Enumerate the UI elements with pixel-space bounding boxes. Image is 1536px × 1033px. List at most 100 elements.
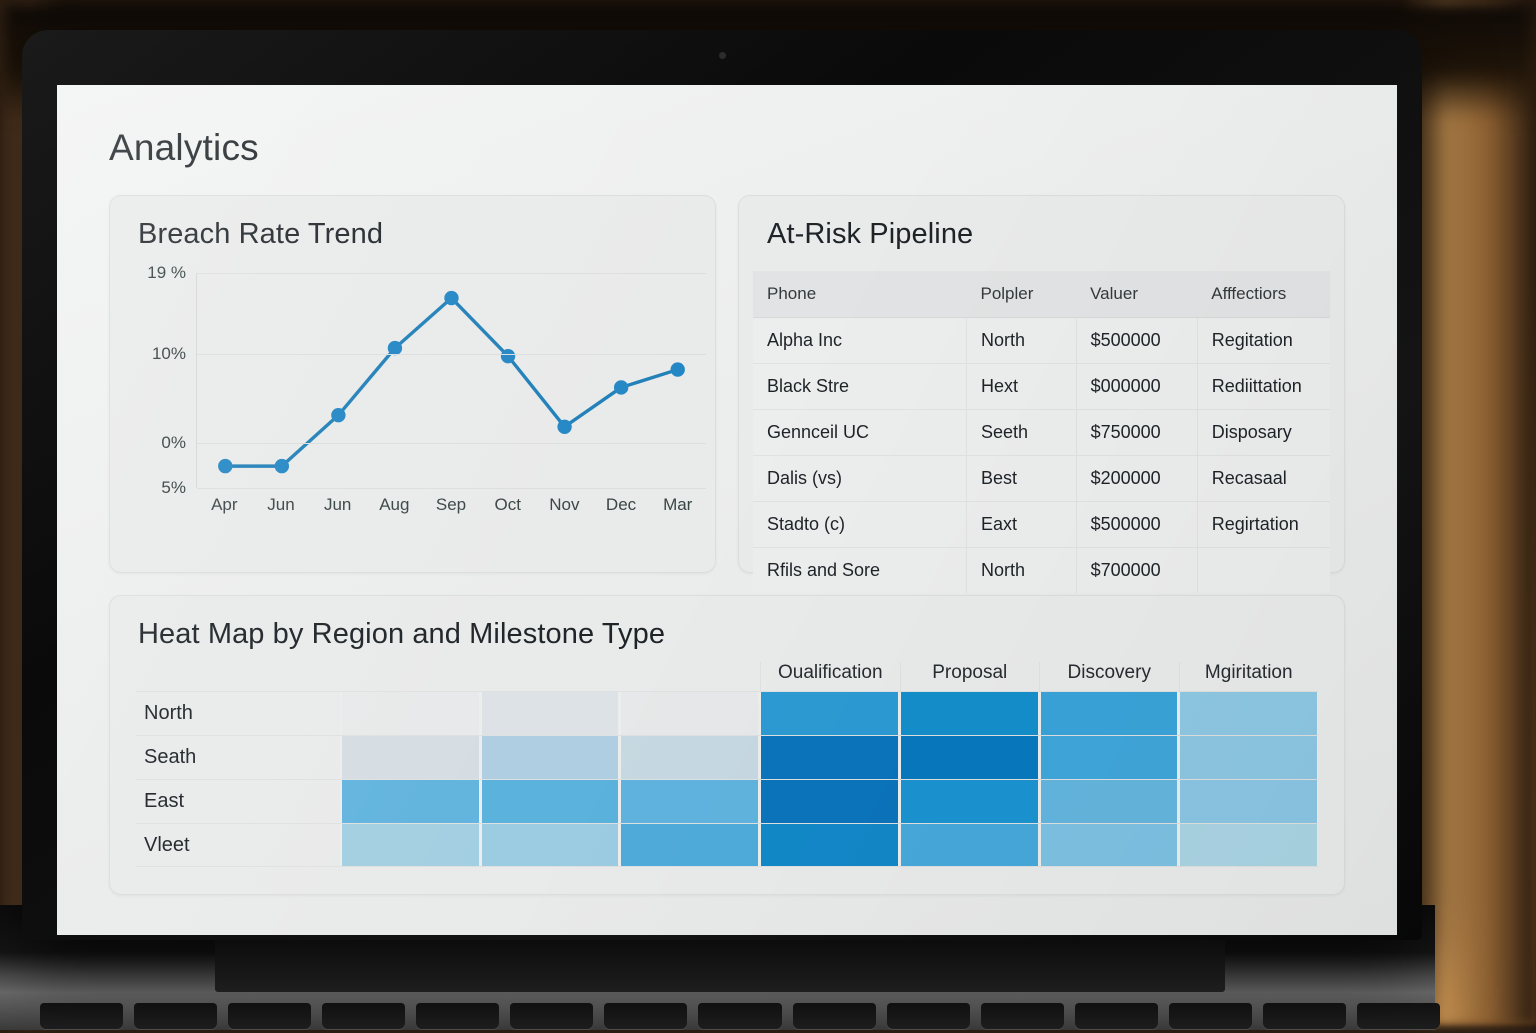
pipeline-cell-value: $750000 xyxy=(1075,409,1198,456)
heat-map-cell[interactable] xyxy=(619,780,760,823)
heat-map-row: Seath xyxy=(136,735,1319,779)
y-axis-tick-label: 0% xyxy=(161,433,186,453)
pipeline-cell-name: Stadto (c) xyxy=(753,501,967,548)
chart-plot-area xyxy=(196,273,706,489)
table-row[interactable]: Alpha Inc North $500000 Regitation xyxy=(753,317,1330,364)
heat-map-row: East xyxy=(136,779,1319,823)
chart-gridline xyxy=(197,488,706,489)
heat-map-cell[interactable] xyxy=(1178,824,1319,866)
heat-map-cell[interactable] xyxy=(619,736,760,779)
heat-map-cell[interactable] xyxy=(759,692,899,735)
x-axis-tick-label: Jun xyxy=(267,495,295,514)
heat-map-cell[interactable] xyxy=(340,824,480,866)
heat-map-cell[interactable] xyxy=(340,780,480,823)
pipeline-column-header[interactable]: Afffectiors xyxy=(1197,271,1330,318)
keyboard-key xyxy=(510,1003,594,1029)
heat-map-row: Vleet xyxy=(136,823,1319,867)
heat-map-cell[interactable] xyxy=(479,736,620,779)
at-risk-pipeline-title: At-Risk Pipeline xyxy=(767,218,974,250)
keyboard-key xyxy=(980,1003,1064,1029)
pipeline-column-header[interactable]: Polpler xyxy=(966,271,1077,318)
keyboard-key xyxy=(134,1003,218,1029)
pipeline-cell-name: Rfils and Sore xyxy=(753,547,967,593)
pipeline-cell-name: Alpha Inc xyxy=(753,317,967,364)
heat-map-cell[interactable] xyxy=(898,692,1039,735)
heat-map-card: Heat Map by Region and Milestone Type Ou… xyxy=(109,595,1345,895)
pipeline-cell-affection: Regitation xyxy=(1196,317,1330,364)
chart-data-point[interactable] xyxy=(387,340,403,356)
heat-map-cell[interactable] xyxy=(898,736,1039,779)
pipeline-column-header[interactable]: Phone xyxy=(753,271,967,318)
heat-map-row-label: North xyxy=(144,702,193,724)
x-axis-tick-label: Dec xyxy=(605,495,637,514)
heat-map-row-label: Vleet xyxy=(144,833,190,856)
keyboard-key xyxy=(604,1003,688,1029)
x-axis-tick-label: Nov xyxy=(549,495,580,514)
keyboard-key xyxy=(40,1003,124,1029)
heat-map-column-header: Oualification xyxy=(760,662,900,691)
x-axis-tick-label: Apr xyxy=(211,495,238,514)
heat-map-cell[interactable] xyxy=(759,780,899,823)
chart-data-point[interactable] xyxy=(670,362,685,377)
keyboard-key xyxy=(228,1003,312,1029)
chart-gridline xyxy=(197,273,706,274)
heat-map-cell[interactable] xyxy=(898,780,1039,823)
table-row[interactable]: Gennceil UC Seeth $750000 Disposary xyxy=(753,409,1330,456)
table-row[interactable]: Dalis (vs) Best $200000 Recasaal xyxy=(753,455,1330,502)
heat-map-column-headers: Oualification Proposal Discovery Mgiritatio… xyxy=(136,651,1318,691)
x-axis-tick-label: Jun xyxy=(323,495,352,514)
x-axis-tick-label: Oct xyxy=(494,495,521,514)
heat-map-cell[interactable] xyxy=(340,692,480,735)
pipeline-cell-affection: Recasaal xyxy=(1196,455,1330,502)
pipeline-cell-affection: Disposary xyxy=(1196,409,1330,456)
y-axis-labels: 19 % 10% 0% 5% xyxy=(136,263,190,497)
table-row[interactable]: Rfils and Sore North $700000 xyxy=(753,547,1330,593)
chart-data-point[interactable] xyxy=(444,290,459,306)
analytics-dashboard: Analytics Breach Rate Trend 19 % 10% 0% 5% … xyxy=(57,85,1397,935)
heat-map-title: Heat Map by Region and Milestone Type xyxy=(138,618,666,650)
pipeline-table: Phone Polpler Valuer Afffectiors Alpha Inc N… xyxy=(753,271,1330,593)
chart-data-point[interactable] xyxy=(500,348,516,364)
heat-map-cell[interactable] xyxy=(479,780,620,823)
heat-map-cell[interactable] xyxy=(1038,692,1179,735)
heat-map-grid: Oualification Proposal Discovery Mgiritatio… xyxy=(110,651,1344,867)
chart-data-point[interactable] xyxy=(331,407,346,423)
pipeline-cell-value: $000000 xyxy=(1075,363,1198,410)
pipeline-column-header[interactable]: Valuer xyxy=(1076,271,1198,318)
heat-map-cell[interactable] xyxy=(759,736,899,779)
pipeline-cell-region: Hext xyxy=(965,363,1077,410)
chart-data-point[interactable] xyxy=(613,380,629,395)
table-row[interactable]: Stadto (c) Eaxt $500000 Regirtation xyxy=(753,501,1330,548)
heat-map-cell[interactable] xyxy=(1038,780,1179,823)
pipeline-cell-name: Dalis (vs) xyxy=(753,455,967,502)
heat-map-cell[interactable] xyxy=(479,692,620,735)
keyboard-key xyxy=(416,1003,500,1029)
table-row[interactable]: Black Stre Hext $000000 Rediittation xyxy=(753,363,1330,410)
chart-data-point[interactable] xyxy=(274,458,290,474)
chart-data-point[interactable] xyxy=(557,419,572,434)
heat-map-cell[interactable] xyxy=(340,736,480,779)
heat-map-cell[interactable] xyxy=(1178,780,1319,823)
heat-map-cell[interactable] xyxy=(759,824,899,866)
pipeline-cell-value: $200000 xyxy=(1075,455,1198,502)
heat-map-cell[interactable] xyxy=(1178,736,1319,779)
heat-map-cell[interactable] xyxy=(619,692,760,735)
heat-map-cell[interactable] xyxy=(479,824,620,866)
heat-map-cell[interactable] xyxy=(1178,692,1319,735)
pipeline-table-body: Alpha Inc North $500000 Regitation Black Str… xyxy=(753,317,1330,593)
chart-data-point[interactable] xyxy=(218,458,233,474)
heat-map-column-header: Proposal xyxy=(899,662,1040,691)
heat-map-column-header: Discovery xyxy=(1039,662,1179,691)
heat-map-cell[interactable] xyxy=(898,824,1039,866)
heat-map-cell[interactable] xyxy=(1038,736,1179,779)
background-right-edge xyxy=(1406,0,1536,1024)
dashboard-top-row: Breach Rate Trend 19 % 10% 0% 5% Apr Jun Jun A… xyxy=(109,195,1345,593)
pipeline-cell-affection: Regirtation xyxy=(1196,501,1330,548)
y-axis-tick-label: 5% xyxy=(161,478,186,497)
pipeline-cell-region: Eaxt xyxy=(965,501,1077,548)
heat-map-cell[interactable] xyxy=(1038,824,1179,866)
pipeline-cell-region: North xyxy=(965,547,1077,593)
heat-map-column-header: Mgiritation xyxy=(1178,662,1319,691)
keyboard-key xyxy=(792,1003,876,1029)
heat-map-cell[interactable] xyxy=(619,824,760,866)
